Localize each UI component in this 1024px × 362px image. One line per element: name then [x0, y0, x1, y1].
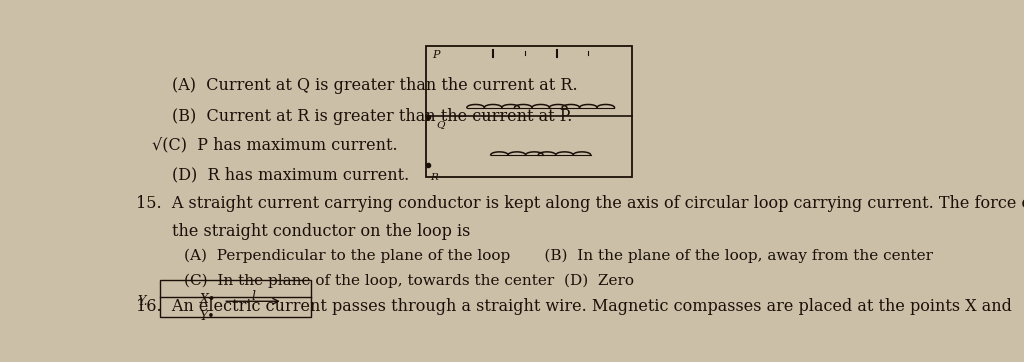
Text: Y.: Y.	[137, 295, 147, 308]
Text: (A)  Current at Q is greater than the current at R.: (A) Current at Q is greater than the cur…	[172, 77, 578, 94]
Text: l: l	[251, 290, 255, 303]
Text: (C)  In the plane of the loop, towards the center  (D)  Zero: (C) In the plane of the loop, towards th…	[183, 273, 634, 288]
Text: (B)  Current at R is greater than the current at P.: (B) Current at R is greater than the cur…	[172, 108, 572, 125]
Text: X•: X•	[200, 293, 216, 306]
Text: R: R	[430, 173, 438, 182]
Text: 16.  An electric current passes through a straight wire. Magnetic compasses are : 16. An electric current passes through a…	[136, 299, 1012, 316]
Text: 15.  A straight current carrying conductor is kept along the axis of circular lo: 15. A straight current carrying conducto…	[136, 195, 1024, 212]
Text: Q: Q	[436, 120, 444, 129]
Text: (A)  Perpendicular to the plane of the loop       (B)  In the plane of the loop,: (A) Perpendicular to the plane of the lo…	[183, 248, 933, 263]
Text: Y•: Y•	[200, 310, 215, 323]
Text: (D)  R has maximum current.: (D) R has maximum current.	[172, 166, 409, 183]
Bar	[160, 280, 310, 317]
Bar	[426, 46, 632, 177]
Text: the straight conductor on the loop is: the straight conductor on the loop is	[172, 223, 470, 240]
Text: √(C)  P has maximum current.: √(C) P has maximum current.	[152, 137, 397, 154]
Text: P: P	[432, 50, 439, 60]
